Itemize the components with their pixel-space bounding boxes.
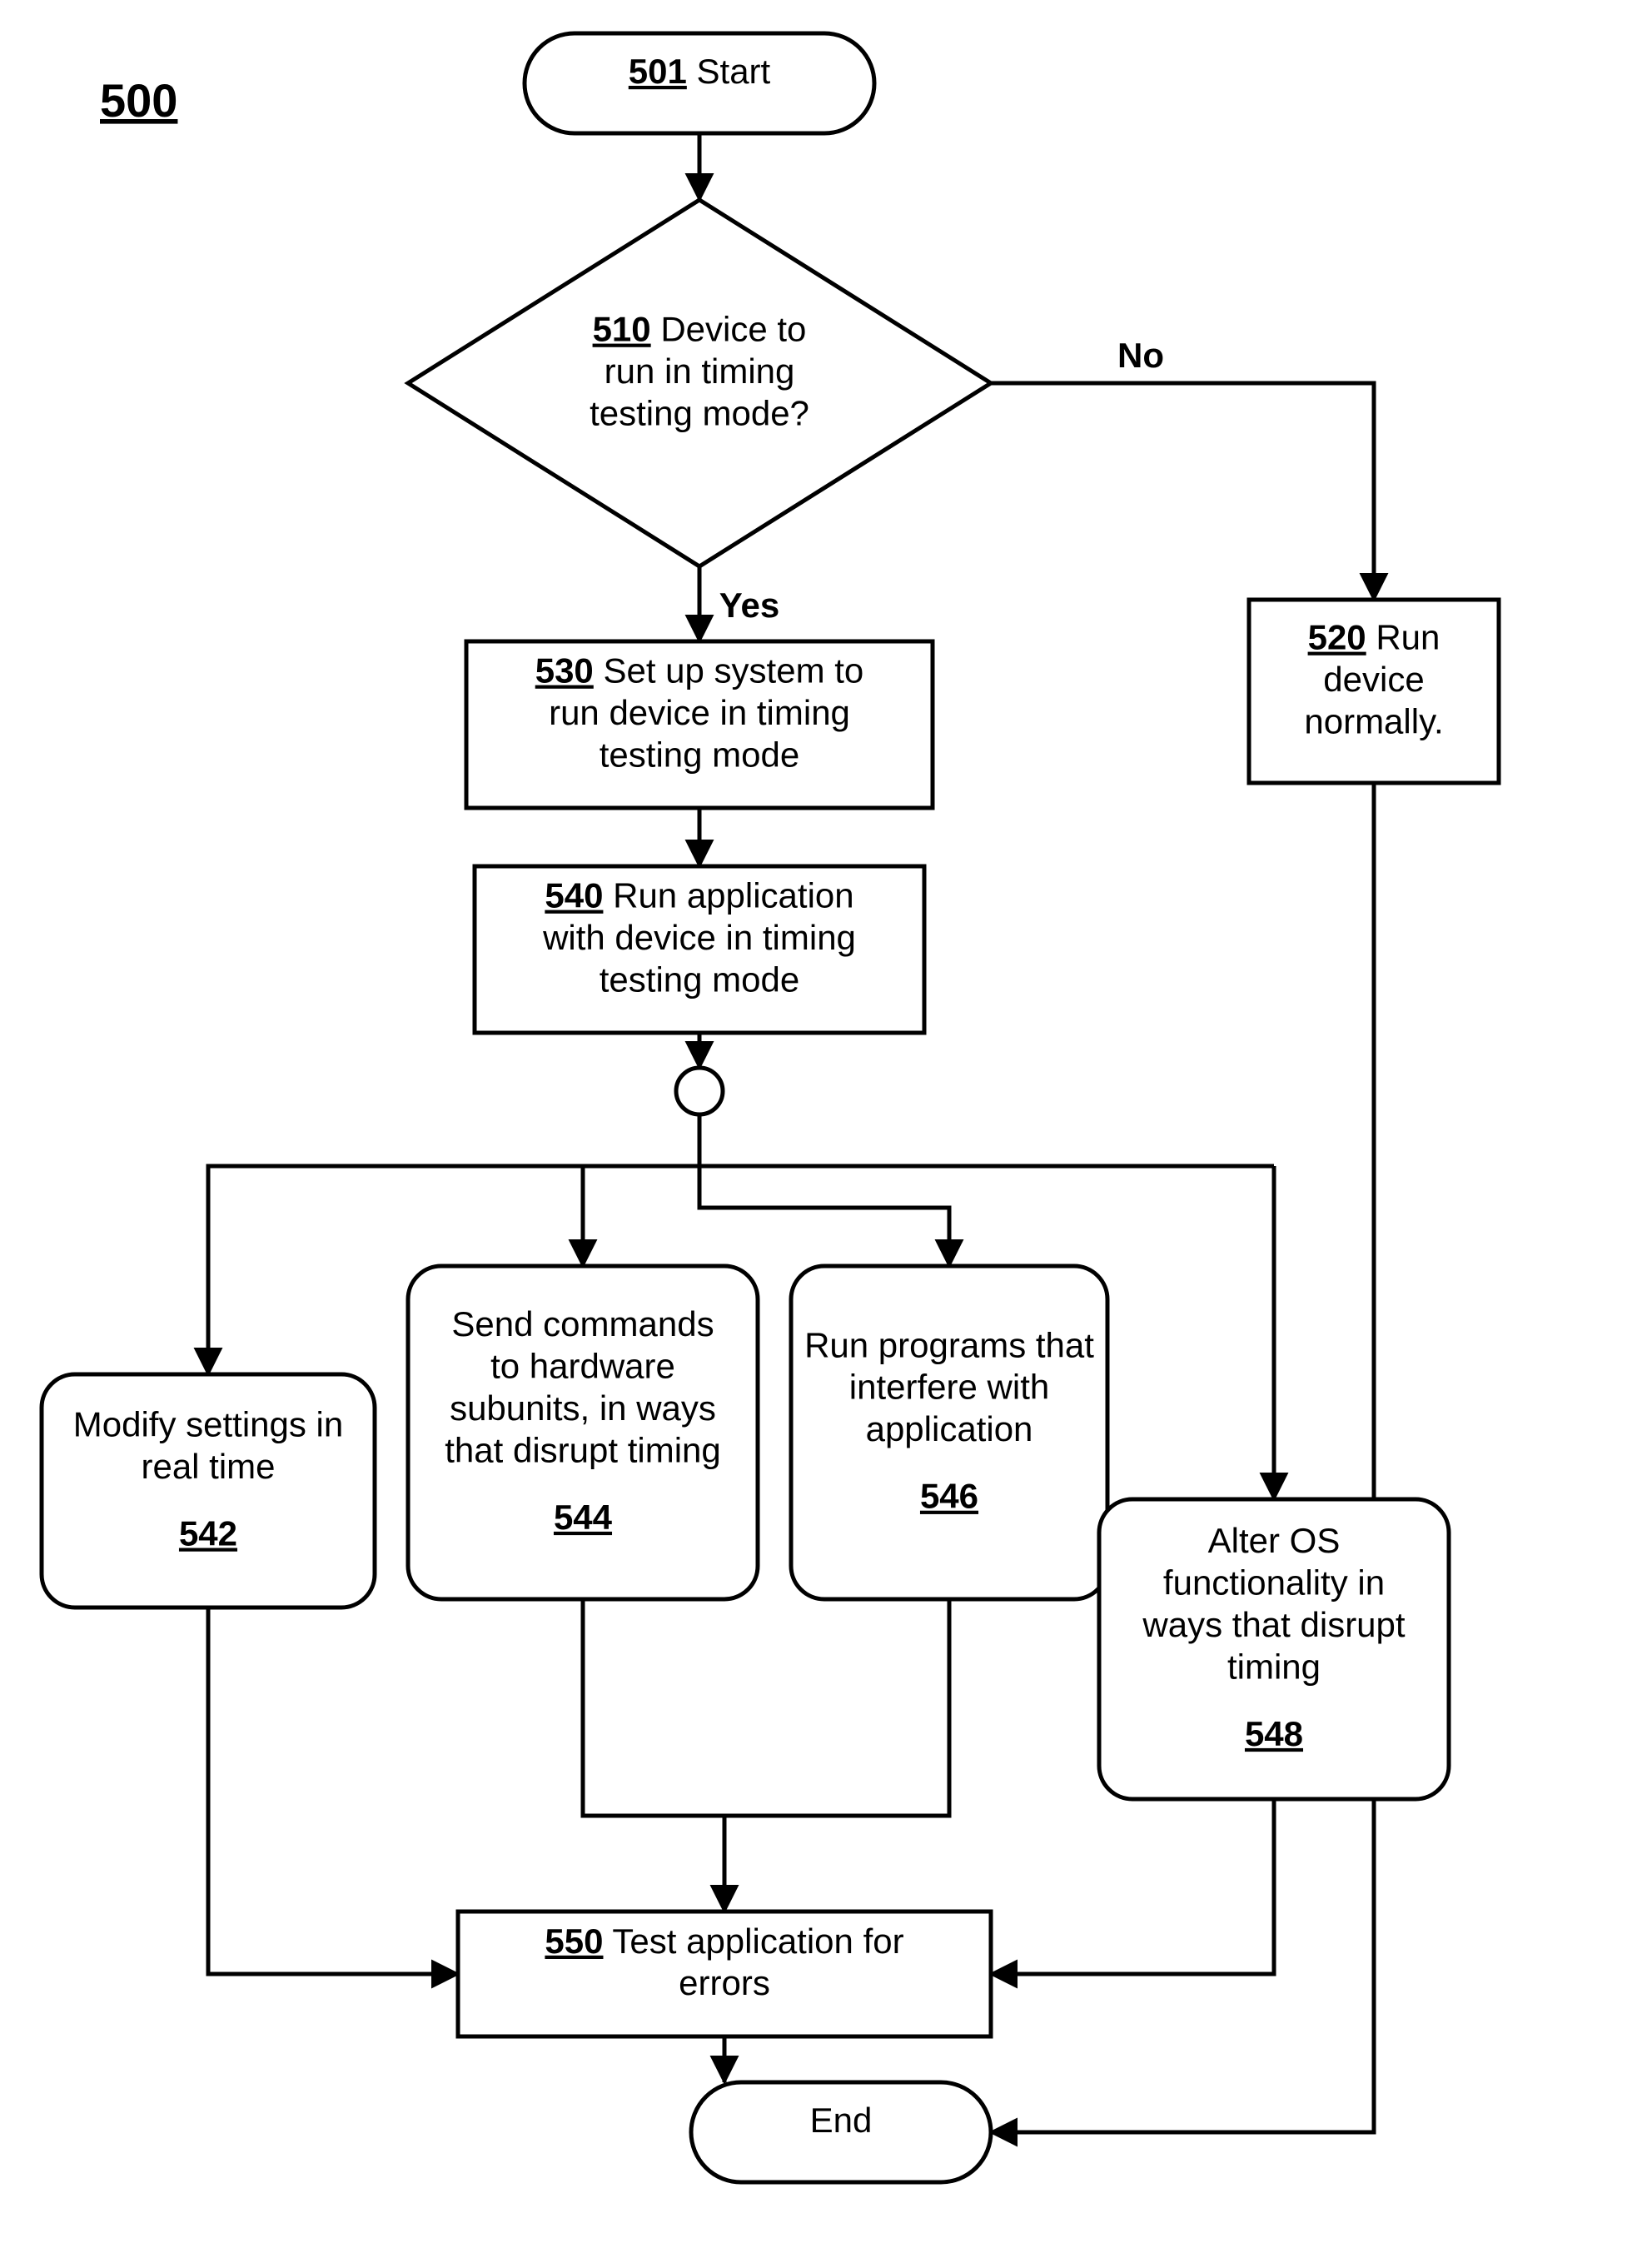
node-n550: 550 Test application forerrors xyxy=(458,1912,991,2036)
edge-label: No xyxy=(1117,336,1164,375)
node-n548: Alter OSfunctionality inways that disrup… xyxy=(1099,1499,1449,1799)
node-n542: Modify settings inreal time542 xyxy=(42,1374,375,1608)
edge xyxy=(208,1608,458,1974)
node-start: 501 Start xyxy=(525,33,874,133)
figure-label: 500 xyxy=(100,74,177,127)
edge xyxy=(991,383,1374,600)
node-text: 510 Device torun in timingtesting mode? xyxy=(590,310,809,433)
node-n544: Send commandsto hardwaresubunits, in way… xyxy=(408,1266,758,1599)
node-decision: 510 Device torun in timingtesting mode? xyxy=(408,200,991,566)
edge xyxy=(724,1599,949,1816)
node-text: 520 Rundevicenormally. xyxy=(1304,618,1443,741)
node-text: 501 Start xyxy=(629,52,771,91)
node-n530: 530 Set up system torun device in timing… xyxy=(466,641,933,808)
node-n546: Run programs thatinterfere withapplicati… xyxy=(791,1266,1107,1599)
node-n520: 520 Rundevicenormally. xyxy=(1249,600,1499,783)
edge xyxy=(699,1068,1274,1166)
edge-label: Yes xyxy=(719,586,779,625)
edge xyxy=(699,1114,949,1266)
node-junction xyxy=(676,1068,723,1114)
edge xyxy=(991,1799,1274,1974)
node-n540: 540 Run applicationwith device in timing… xyxy=(475,866,924,1033)
node-text: End xyxy=(810,2101,873,2140)
node-end: End xyxy=(691,2082,991,2182)
nodes: 501 Start 510 Device torun in timingtesti… xyxy=(42,33,1499,2182)
flowchart-canvas: 500 Yes No 501 Start 510 Device torun in tim… xyxy=(0,0,1652,2258)
edge xyxy=(583,1599,724,1912)
